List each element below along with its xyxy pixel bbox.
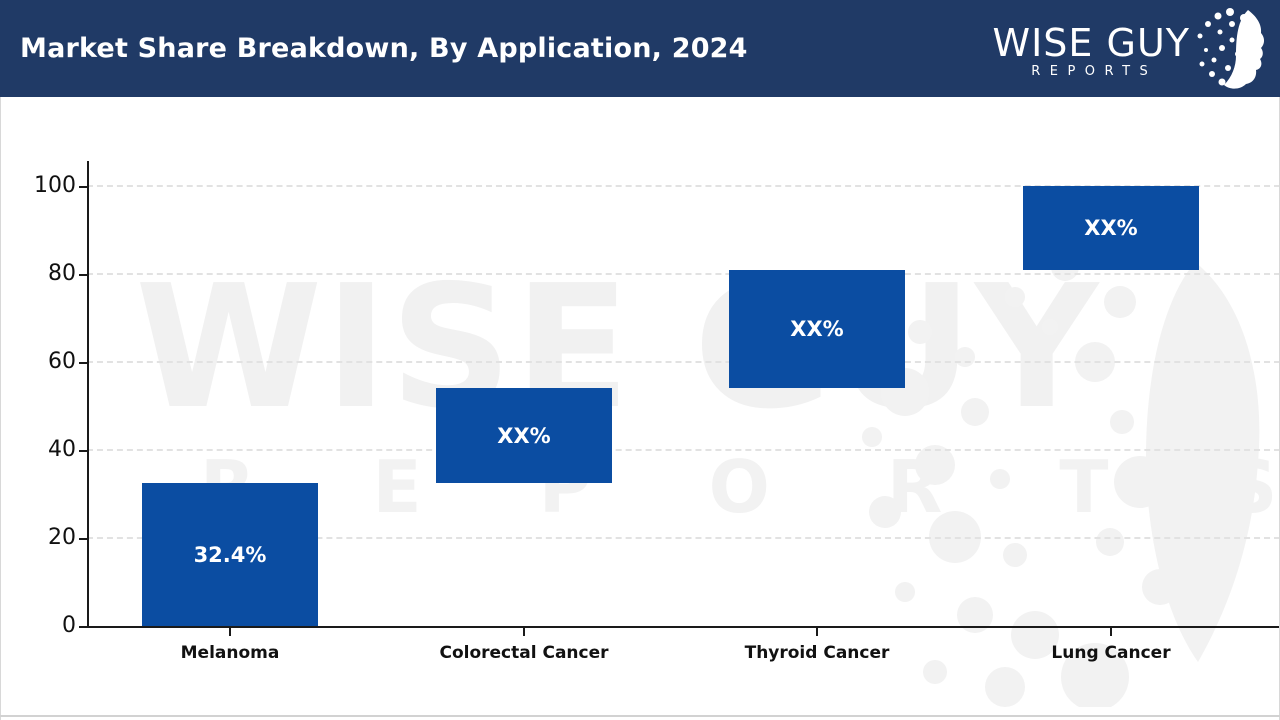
page-border-bottom (0, 715, 1280, 717)
bar-value-label: 32.4% (193, 542, 267, 567)
y-tick-label-40: 40 (48, 437, 76, 462)
x-category-label: Thyroid Cancer (744, 643, 890, 663)
y-tick-100 (79, 186, 87, 188)
watermark-wordmark: WISE GUY (135, 249, 1101, 447)
y-tick-0 (79, 626, 87, 628)
chart-area: WISE GUY R E P O R T S (0, 97, 1280, 720)
y-tick-40 (79, 450, 87, 452)
wiseguy-head-icon (1192, 6, 1266, 96)
x-category-label: Melanoma (180, 643, 280, 663)
wiseguy-logo-text: WISE GUY REPORTS (992, 20, 1190, 80)
watermark-subtitle: R E P O R T S (200, 445, 1280, 529)
gridline-80 (87, 273, 1280, 275)
y-tick-20 (79, 538, 87, 540)
gridline-100 (87, 185, 1280, 187)
y-tick-60 (79, 362, 87, 364)
bar-lung-cancer: XX% (1023, 186, 1199, 270)
bar-value-label: XX% (790, 316, 844, 341)
bar-thyroid-cancer: XX% (729, 269, 905, 389)
y-tick-80 (79, 274, 87, 276)
y-tick-label-0: 0 (62, 613, 76, 638)
bar-value-label: XX% (1084, 215, 1138, 240)
bar-value-label: XX% (497, 423, 551, 448)
x-axis-line (87, 626, 1280, 628)
gridline-40 (87, 449, 1280, 451)
gridline-60 (87, 361, 1280, 363)
logo-subtitle: REPORTS (1031, 64, 1158, 80)
y-axis-line (87, 161, 89, 628)
header-bar: Market Share Breakdown, By Application, … (0, 0, 1280, 97)
x-category-label: Lung Cancer (1051, 643, 1171, 663)
x-category-label: Colorectal Cancer (439, 643, 609, 663)
x-tick-4 (1110, 628, 1112, 636)
x-tick-2 (523, 628, 525, 636)
chart-title: Market Share Breakdown, By Application, … (20, 33, 748, 64)
bar-colorectal-cancer: XX% (436, 388, 612, 484)
gridline-20 (87, 537, 1280, 539)
x-tick-1 (229, 628, 231, 636)
wiseguy-logo: WISE GUY REPORTS (993, 6, 1266, 96)
bar-melanoma: 32.4% (142, 483, 318, 626)
page-border-left (0, 97, 1, 720)
y-tick-label-80: 80 (48, 261, 76, 286)
y-tick-label-100: 100 (34, 173, 76, 198)
logo-wordmark: WISE GUY (992, 20, 1190, 65)
y-tick-label-20: 20 (48, 525, 76, 550)
y-tick-label-60: 60 (48, 349, 76, 374)
x-tick-3 (816, 628, 818, 636)
